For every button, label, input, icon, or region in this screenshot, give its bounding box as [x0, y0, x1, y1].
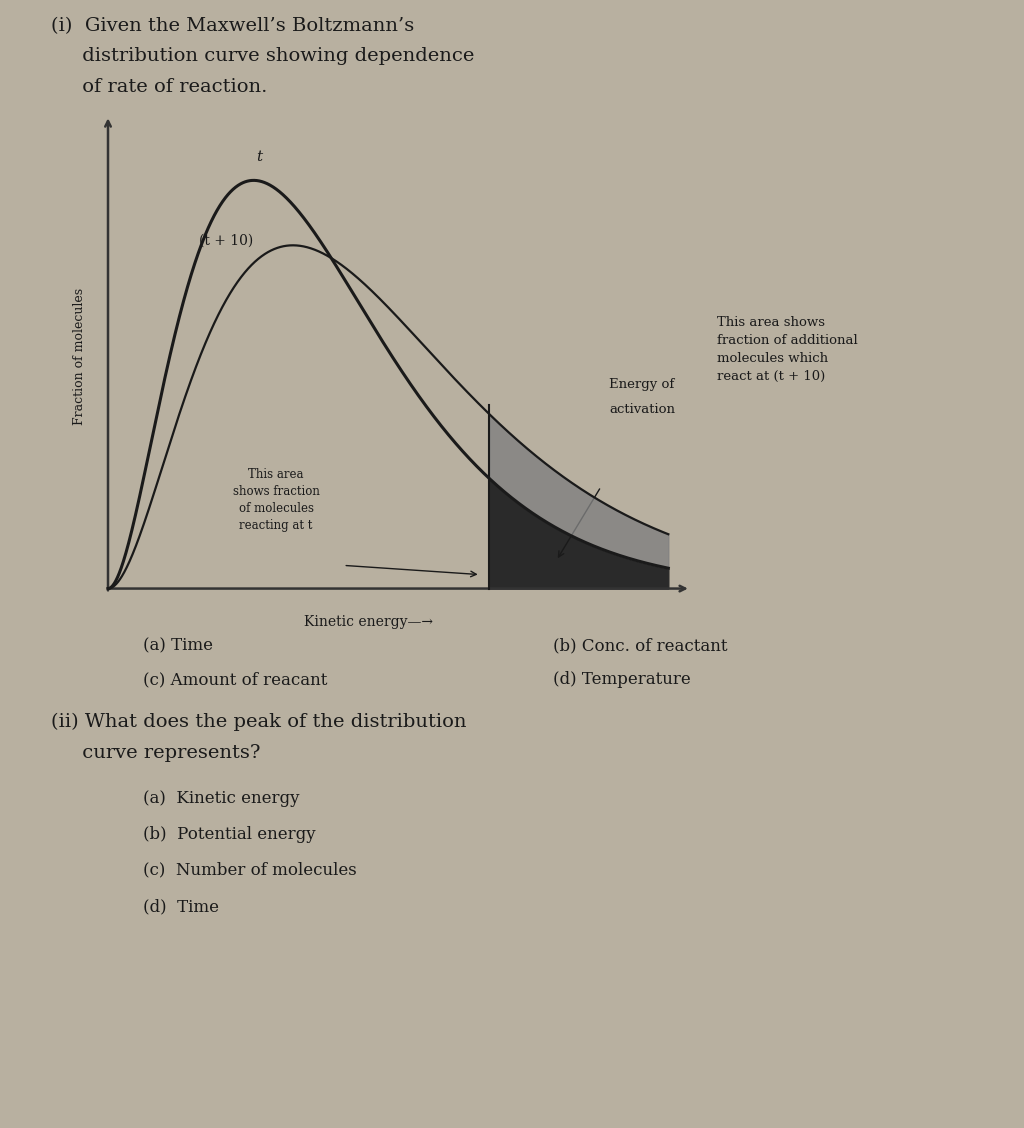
Text: of rate of reaction.: of rate of reaction.	[51, 78, 267, 96]
Text: (ii) What does the peak of the distribution: (ii) What does the peak of the distribut…	[51, 713, 467, 731]
Text: Kinetic energy—→: Kinetic energy—→	[304, 615, 433, 628]
Text: distribution curve showing dependence: distribution curve showing dependence	[51, 47, 474, 65]
Text: (i)  Given the Maxwell’s Boltzmann’s: (i) Given the Maxwell’s Boltzmann’s	[51, 17, 415, 35]
Text: (b) Conc. of reactant: (b) Conc. of reactant	[553, 637, 727, 654]
Text: Energy of: Energy of	[609, 378, 675, 391]
Text: (t + 10): (t + 10)	[199, 233, 253, 248]
Text: (c)  Number of molecules: (c) Number of molecules	[143, 862, 357, 879]
Text: (d) Temperature: (d) Temperature	[553, 671, 691, 688]
Text: Fraction of molecules: Fraction of molecules	[74, 288, 86, 425]
Text: t: t	[256, 150, 262, 165]
Text: curve represents?: curve represents?	[51, 744, 261, 763]
Text: (d)  Time: (d) Time	[143, 898, 219, 915]
Text: (a) Time: (a) Time	[143, 637, 213, 654]
Text: (a)  Kinetic energy: (a) Kinetic energy	[143, 790, 300, 807]
Text: (c) Amount of reacant: (c) Amount of reacant	[143, 671, 328, 688]
Text: activation: activation	[609, 403, 675, 416]
Text: (b)  Potential energy: (b) Potential energy	[143, 826, 316, 843]
Text: This area
shows fraction
of molecules
reacting at t: This area shows fraction of molecules re…	[232, 468, 319, 532]
Text: This area shows
fraction of additional
molecules which
react at (t + 10): This area shows fraction of additional m…	[717, 316, 857, 382]
